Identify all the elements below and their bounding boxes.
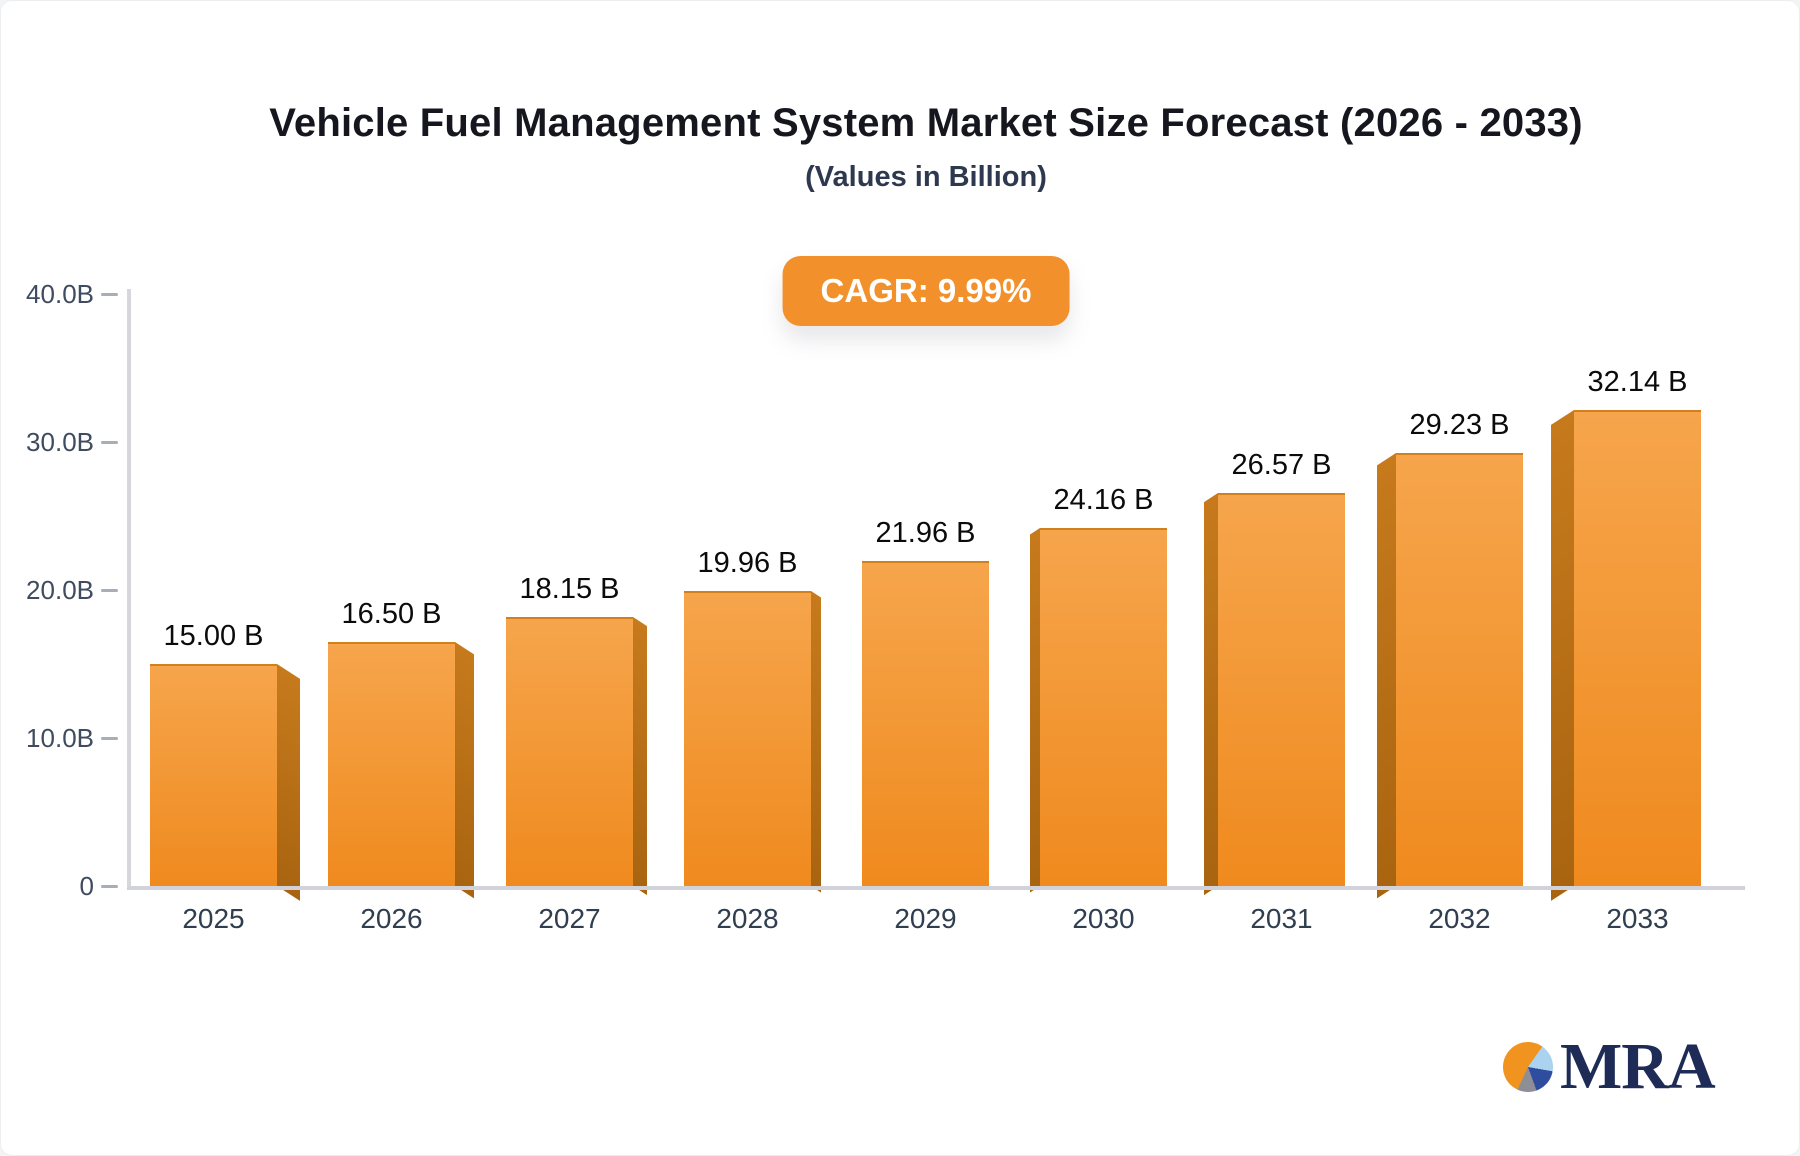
bar-2027 bbox=[506, 617, 633, 886]
bar-2030 bbox=[1040, 528, 1167, 886]
bar-value-label: 24.16 B bbox=[1053, 484, 1154, 517]
x-axis-label: 2026 bbox=[360, 903, 423, 934]
bar-side-face bbox=[633, 617, 647, 896]
x-axis-label: 2032 bbox=[1428, 903, 1491, 934]
bar-2031 bbox=[1218, 492, 1345, 886]
chart-subtitle: (Values in Billion) bbox=[805, 161, 1047, 193]
x-axis-baseline bbox=[127, 886, 1745, 890]
y-tick-mark bbox=[101, 885, 118, 888]
x-axis-label: 2033 bbox=[1606, 903, 1669, 934]
mra-logo: MRA bbox=[1503, 1030, 1716, 1103]
y-tick-mark bbox=[101, 441, 118, 444]
bar-side-face bbox=[1030, 528, 1040, 893]
bar-2032 bbox=[1396, 453, 1523, 886]
bar-side-face bbox=[1204, 492, 1218, 896]
bar-value-label: 15.00 B bbox=[163, 620, 264, 652]
mra-logo-text: MRA bbox=[1560, 1030, 1716, 1103]
y-tick-label: 20.0B bbox=[26, 575, 94, 605]
y-tick-label: 40.0B bbox=[26, 279, 94, 309]
y-axis-line bbox=[127, 289, 131, 890]
cagr-badge: CAGR: 9.99% bbox=[782, 256, 1070, 326]
bar-value-label: 26.57 B bbox=[1231, 448, 1332, 481]
bar-value-label: 16.50 B bbox=[341, 597, 442, 630]
bar-2028 bbox=[684, 590, 811, 886]
bar-value-label: 18.15 B bbox=[519, 573, 620, 606]
y-tick-label: 10.0B bbox=[26, 723, 94, 753]
bar-side-face bbox=[1551, 410, 1574, 901]
bar-2026 bbox=[328, 641, 455, 886]
bar-side-face bbox=[1377, 453, 1396, 899]
y-tick-label: 30.0B bbox=[26, 427, 94, 457]
x-axis-label: 2031 bbox=[1250, 903, 1313, 934]
bar-side-face bbox=[811, 590, 821, 893]
bar-side-face bbox=[277, 664, 300, 901]
bar-2025 bbox=[150, 664, 277, 886]
bar-2029 bbox=[862, 560, 989, 886]
y-tick-label: 0 bbox=[79, 871, 94, 901]
chart-title: Vehicle Fuel Management System Market Si… bbox=[269, 101, 1583, 145]
y-tick-mark bbox=[101, 737, 118, 740]
pie-chart-logo-icon bbox=[1503, 1042, 1553, 1092]
y-tick-mark bbox=[101, 293, 118, 296]
x-axis-label: 2029 bbox=[894, 903, 957, 934]
x-axis-label: 2028 bbox=[716, 903, 779, 934]
bar-value-label: 32.14 B bbox=[1587, 366, 1688, 399]
x-axis-label: 2025 bbox=[182, 903, 245, 934]
bar-side-face bbox=[455, 641, 474, 899]
bar-value-label: 19.96 B bbox=[697, 546, 798, 579]
bar-value-label: 29.23 B bbox=[1409, 409, 1510, 442]
x-axis-label: 2027 bbox=[538, 903, 601, 934]
bar-2033 bbox=[1574, 410, 1701, 886]
x-axis-label: 2030 bbox=[1072, 903, 1135, 934]
bar-value-label: 21.96 B bbox=[875, 516, 976, 549]
y-tick-mark bbox=[101, 589, 118, 592]
